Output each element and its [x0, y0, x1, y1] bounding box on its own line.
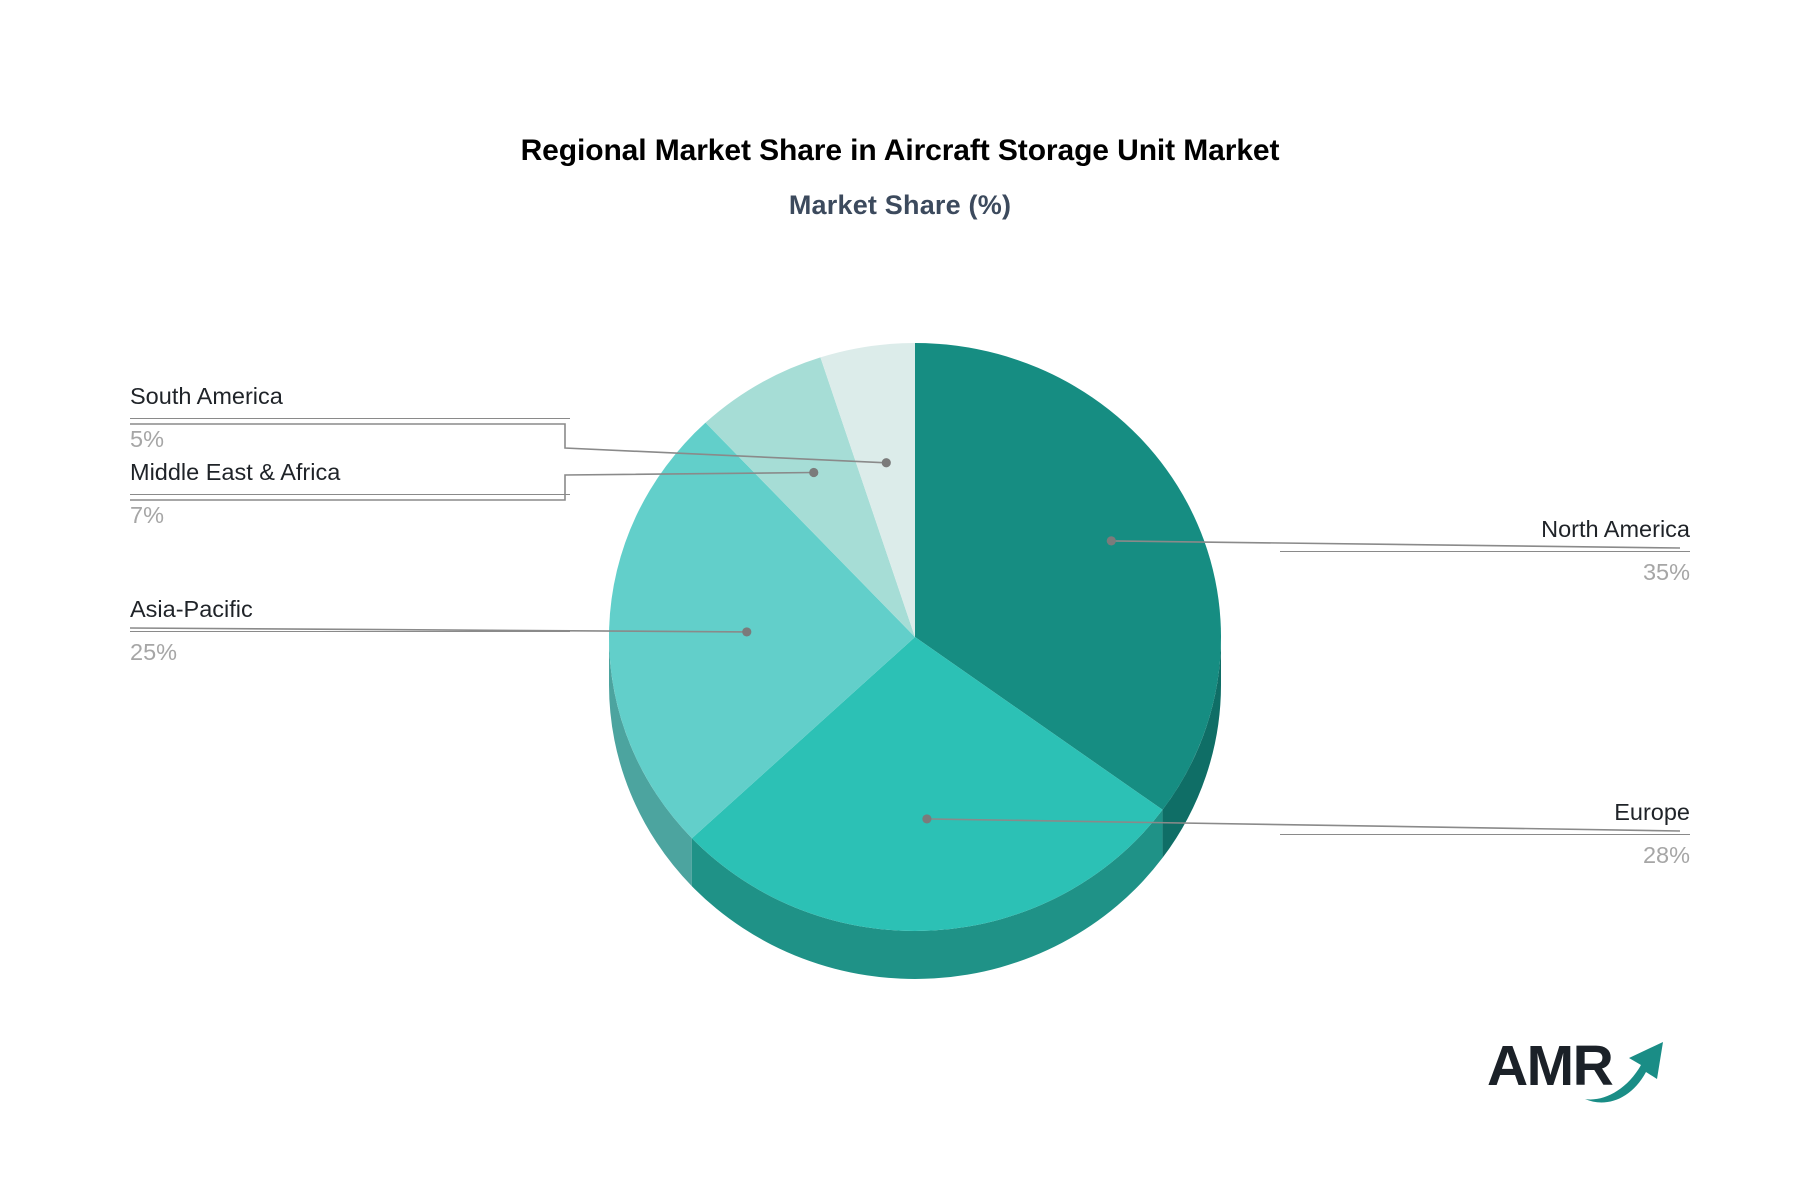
- growth-arrow-icon: [1585, 1042, 1663, 1103]
- callout-north-america[interactable]: North America 35%: [1280, 516, 1690, 585]
- callout-south-america[interactable]: South America 5%: [130, 383, 570, 452]
- pie-slices: [609, 343, 1221, 931]
- callout-label-middle-east-africa: Middle East & Africa: [130, 459, 341, 485]
- callout-label-europe: Europe: [1614, 799, 1690, 825]
- pie-slice-side: [691, 809, 1163, 979]
- callout-rule-asia-pacific: [130, 630, 570, 632]
- amr-wordmark: AMR: [1487, 1034, 1614, 1098]
- chart-title: Regional Market Share in Aircraft Storag…: [520, 134, 1280, 167]
- callout-rule-europe: [1280, 833, 1690, 835]
- leader-line-dot: [742, 627, 752, 637]
- callout-label-south-america: South America: [130, 383, 283, 409]
- callout-asia-pacific[interactable]: Asia-Pacific 25%: [130, 596, 570, 665]
- pie-slice-europe[interactable]: [691, 637, 1163, 931]
- callout-value-north-america: 35%: [1642, 558, 1690, 585]
- leader-line: [926, 818, 1681, 832]
- pie-3d-sides: [609, 637, 1221, 979]
- leader-line-dot: [1106, 536, 1116, 546]
- amr-logo: AMR: [1487, 1032, 1667, 1108]
- leader-line: [130, 471, 814, 501]
- callout-label-asia-pacific: Asia-Pacific: [130, 596, 253, 622]
- pie-slice-asia-pacific[interactable]: [609, 422, 915, 839]
- callout-label-north-america: North America: [1541, 516, 1690, 542]
- callout-middle-east-africa[interactable]: Middle East & Africa 7%: [130, 459, 570, 528]
- leader-line-dot: [809, 467, 819, 478]
- pie-slice-north-america[interactable]: [915, 343, 1221, 810]
- callout-rule-south-america: [130, 417, 570, 419]
- leader-line: [130, 423, 887, 464]
- leader-line-dot: [922, 814, 932, 824]
- callout-value-europe: 28%: [1642, 841, 1690, 868]
- callout-value-asia-pacific: 25%: [130, 638, 178, 665]
- callout-europe[interactable]: Europe 28%: [1280, 799, 1690, 868]
- leader-line: [129, 627, 747, 633]
- callout-rule-middle-east-africa: [130, 493, 570, 495]
- leader-lines: [129, 423, 1681, 832]
- callout-value-middle-east-africa: 7%: [130, 501, 164, 528]
- callout-value-south-america: 5%: [130, 425, 164, 452]
- pie-slice-side: [1162, 637, 1221, 858]
- leader-line: [1111, 540, 1681, 549]
- pie-slice-south-america[interactable]: [820, 343, 915, 637]
- pie-slice-side: [609, 637, 692, 887]
- callout-rule-north-america: [1280, 550, 1690, 552]
- chart-subtitle: Market Share (%): [788, 190, 1012, 220]
- pie-slice-middle-east-africa[interactable]: [705, 357, 915, 637]
- leader-line-dot: [881, 458, 891, 468]
